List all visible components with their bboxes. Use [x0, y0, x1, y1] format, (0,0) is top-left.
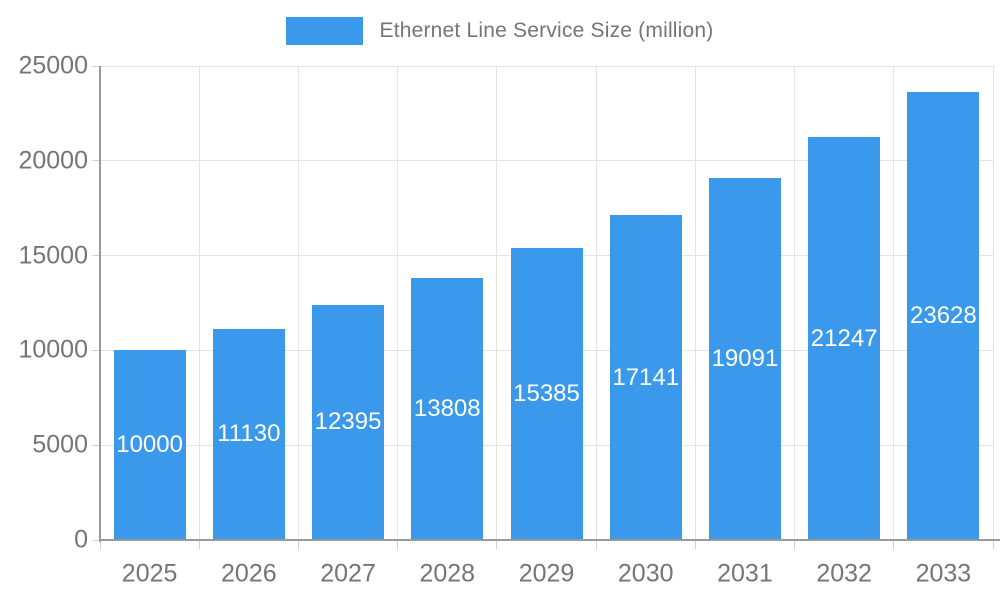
x-gridline [694, 66, 696, 540]
bar-value-label: 17141 [612, 363, 680, 391]
y-axis-tick [92, 539, 100, 541]
bar-2029[interactable] [510, 248, 583, 539]
x-axis-label: 2027 [320, 559, 376, 588]
y-axis-tick [92, 444, 100, 446]
y-axis-tick [92, 65, 100, 67]
y-axis-label: 20000 [18, 146, 88, 175]
bar-2025[interactable] [113, 350, 186, 539]
x-axis-tick [297, 540, 299, 549]
x-axis-label: 2028 [419, 559, 476, 588]
legend-swatch[interactable] [286, 17, 364, 45]
x-gridline [297, 66, 299, 540]
x-gridline [496, 66, 498, 540]
x-gridline [198, 66, 200, 540]
bar-value-label: 21247 [810, 324, 878, 352]
x-axis-line [99, 539, 1000, 541]
bar-value-label: 11130 [217, 420, 281, 448]
x-axis-label: 2030 [617, 559, 674, 588]
bar-2032[interactable] [808, 137, 881, 539]
y-axis-tick [92, 255, 100, 257]
bar-value-label: 15385 [513, 380, 580, 408]
x-axis-label: 2031 [717, 559, 773, 588]
x-axis-tick [397, 540, 399, 549]
y-axis-tick [92, 349, 100, 351]
bar-2028[interactable] [411, 278, 484, 539]
legend: Ethernet Line Service Size (million) [0, 14, 1000, 48]
bar-2026[interactable] [212, 328, 285, 539]
x-axis-label: 2033 [915, 559, 972, 588]
y-axis-tick [92, 160, 100, 162]
bar-value-label: 19091 [711, 345, 779, 373]
x-axis-label: 2032 [816, 559, 872, 588]
legend-label[interactable]: Ethernet Line Service Size (million) [379, 19, 714, 42]
y-axis-label: 0 [74, 525, 88, 554]
y-axis-label: 10000 [18, 335, 88, 364]
x-axis-tick [893, 540, 895, 549]
bar-2027[interactable] [312, 304, 385, 539]
x-axis-label: 2026 [221, 559, 277, 588]
x-axis-tick [496, 540, 498, 549]
y-gridline [100, 160, 993, 162]
bar-value-label: 23628 [910, 302, 977, 329]
y-axis-line [99, 66, 101, 542]
bar-value-label: 13808 [413, 395, 481, 423]
bar-2031[interactable] [708, 178, 781, 539]
x-axis-label: 2029 [518, 559, 575, 588]
x-axis-tick [794, 540, 796, 549]
x-axis-tick [99, 540, 101, 549]
x-axis-tick [992, 540, 994, 549]
bar-2033[interactable] [907, 92, 980, 539]
y-gridline [100, 65, 993, 67]
x-gridline [595, 66, 597, 540]
x-axis-label: 2025 [121, 559, 178, 588]
bar-value-label: 12395 [314, 408, 382, 436]
y-axis-label: 25000 [18, 51, 88, 80]
x-gridline [397, 66, 399, 540]
x-gridline [992, 66, 994, 540]
x-gridline [794, 66, 796, 540]
y-axis-label: 15000 [18, 241, 88, 270]
bar-2030[interactable] [609, 215, 682, 539]
x-axis-tick [595, 540, 597, 549]
x-axis-tick [198, 540, 200, 549]
x-axis-tick [694, 540, 696, 549]
bar-value-label: 10000 [116, 431, 183, 459]
x-gridline [893, 66, 895, 540]
y-axis-label: 5000 [32, 430, 88, 459]
